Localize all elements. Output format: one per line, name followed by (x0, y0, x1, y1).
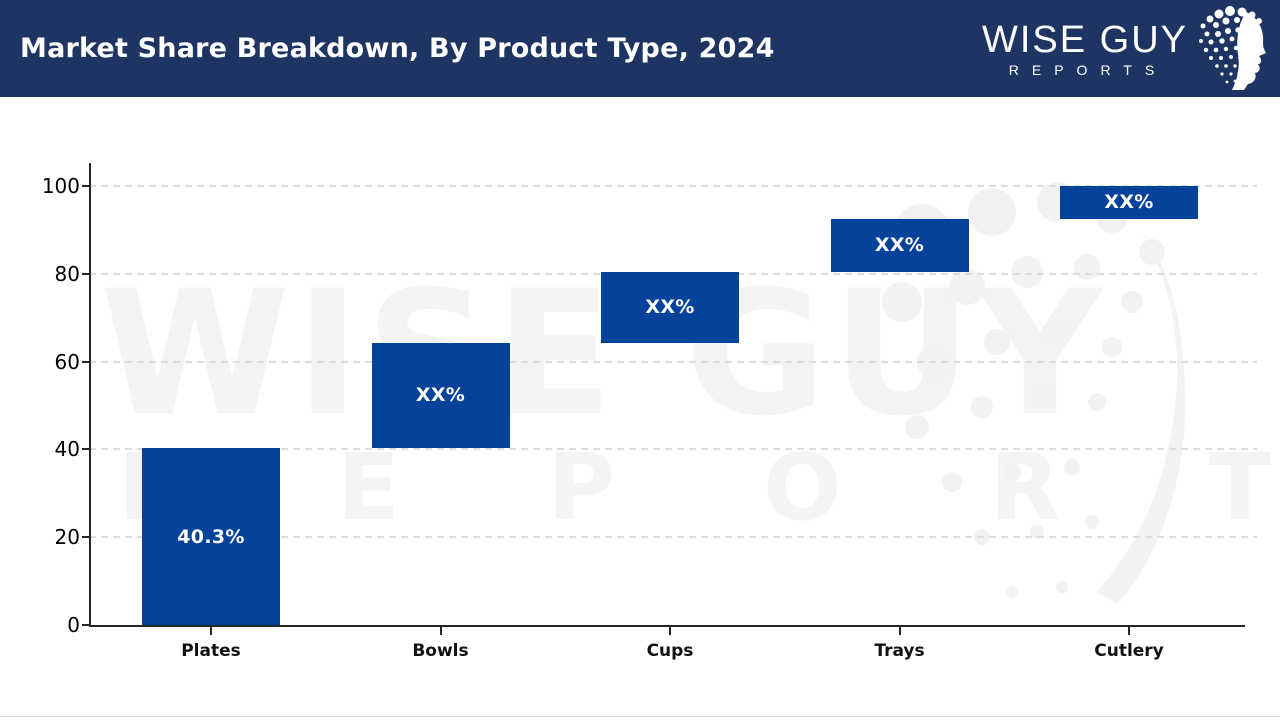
brand-name: WISE GUY (981, 19, 1188, 61)
bar-value-label: 40.3% (177, 525, 245, 548)
brand-logo: WISE GUY REPORTS (982, 6, 1266, 92)
y-tick-mark (82, 448, 89, 451)
y-tick-mark (82, 624, 89, 626)
gridline (89, 536, 1257, 539)
x-tick-mark (439, 627, 442, 635)
y-tick-label: 0 (67, 613, 80, 637)
y-tick-label: 60 (54, 349, 80, 374)
bar: XX% (830, 218, 969, 273)
bar: XX% (601, 272, 739, 343)
x-tick-mark (898, 627, 901, 635)
category-label: Cutlery (1094, 641, 1164, 661)
dot-head-logo-icon (1199, 6, 1266, 90)
y-tick-label: 100 (41, 174, 80, 198)
bar-value-label: XX% (645, 296, 695, 319)
x-axis-line (89, 625, 1245, 627)
y-axis-line (89, 163, 91, 627)
category-label: Cups (646, 641, 694, 661)
x-tick-mark (669, 627, 671, 635)
x-tick-mark (210, 627, 212, 635)
gridline (89, 448, 1257, 451)
brand-logo-text: WISE GUY REPORTS (982, 20, 1188, 78)
gridline (89, 360, 1257, 363)
category-label: Plates (181, 641, 241, 661)
bar: 40.3% (142, 448, 280, 625)
y-tick-label: 80 (54, 261, 80, 286)
bar-value-label: XX% (874, 234, 925, 257)
header-bar: Market Share Breakdown, By Product Type,… (0, 0, 1280, 97)
y-tick-label: 20 (54, 525, 80, 550)
bar-value-label: XX% (415, 384, 466, 407)
y-tick-label: 40 (54, 437, 80, 462)
bar: XX% (1060, 186, 1198, 219)
y-tick-mark (82, 360, 89, 363)
brand-subname: REPORTS (1008, 62, 1168, 78)
bar: XX% (371, 342, 510, 449)
x-tick-mark (1128, 627, 1130, 635)
category-label: Trays (874, 641, 925, 661)
y-tick-mark (82, 536, 89, 539)
bar-value-label: XX% (1104, 191, 1154, 214)
y-tick-mark (82, 185, 89, 187)
gridline (89, 185, 1257, 187)
page-title: Market Share Breakdown, By Product Type,… (20, 33, 775, 64)
category-label: Bowls (412, 641, 469, 661)
footer-divider (0, 716, 1280, 717)
y-tick-mark (82, 272, 89, 275)
